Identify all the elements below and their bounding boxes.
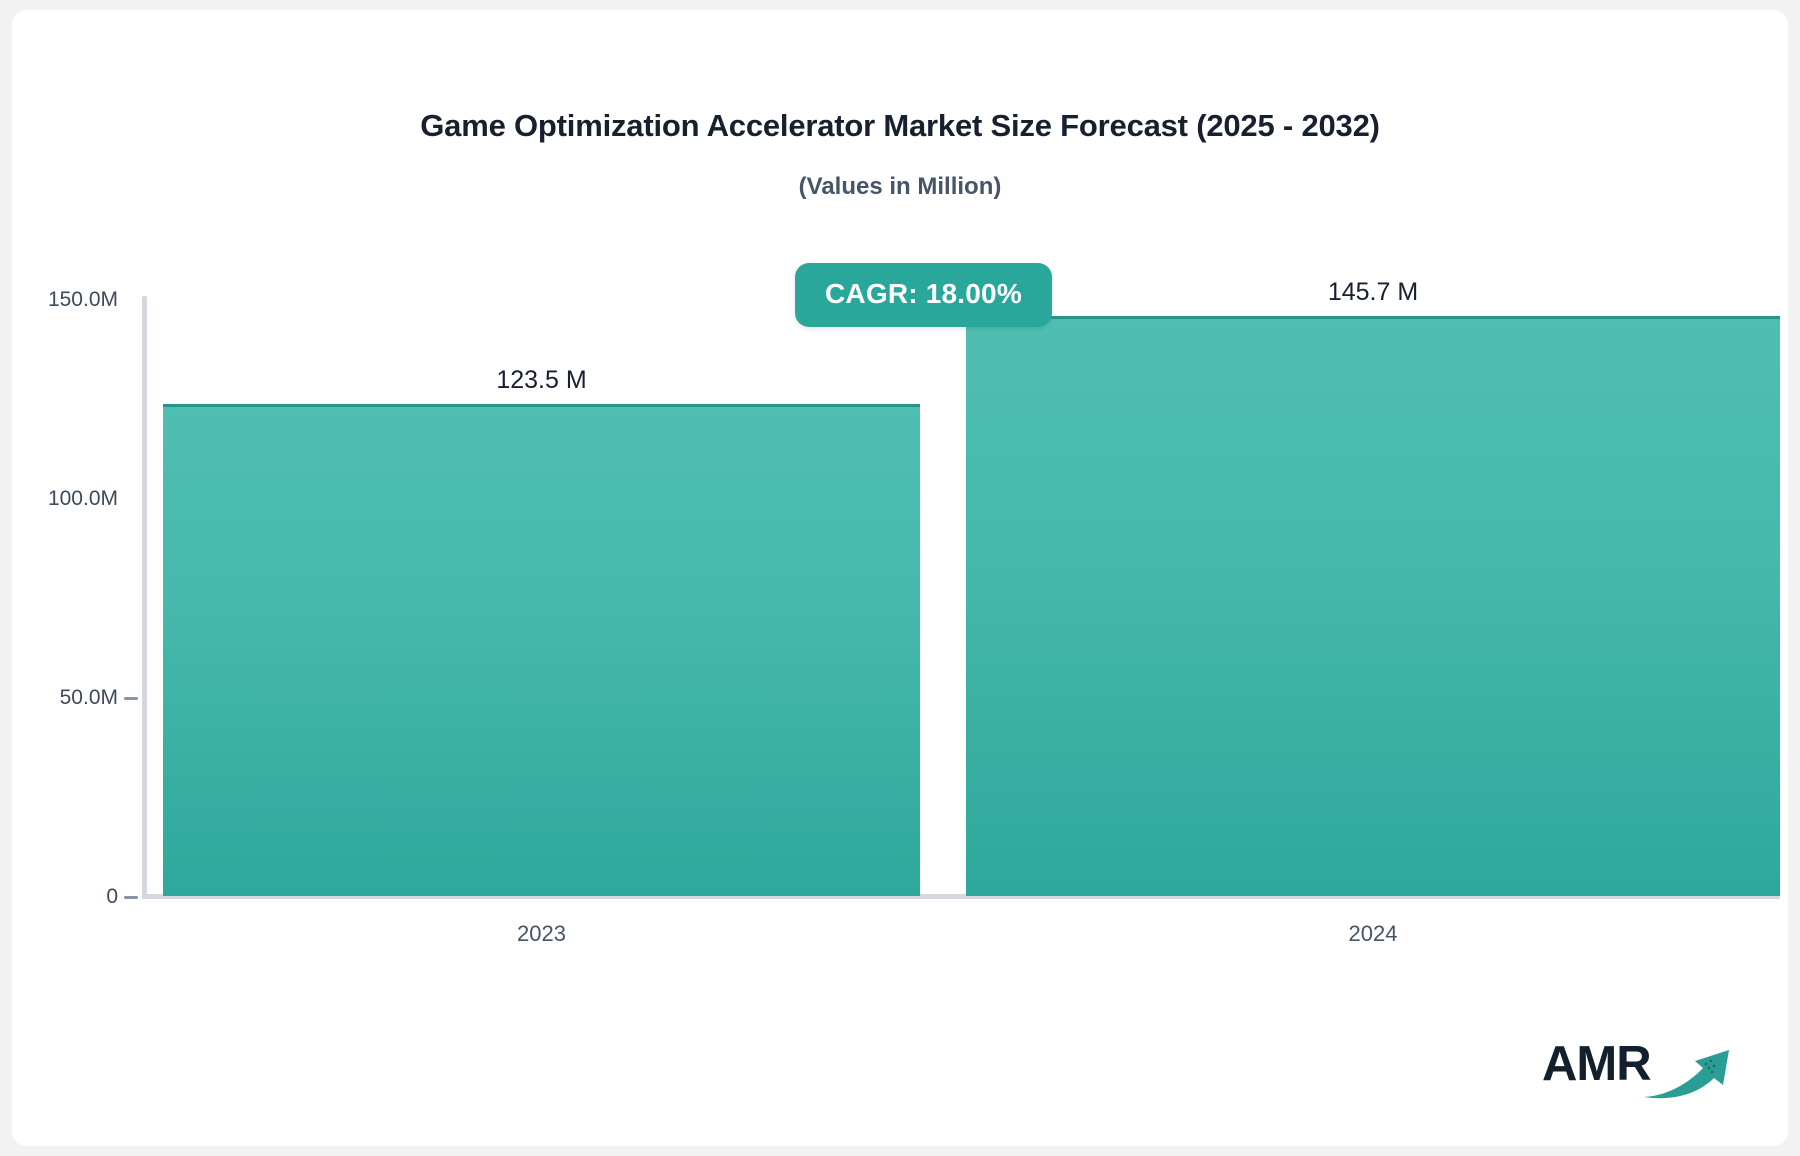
bar-value-2024: 145.7 M bbox=[1327, 278, 1419, 306]
x-axis-line bbox=[142, 894, 1780, 899]
bar-value-2023: 123.5 M bbox=[496, 366, 587, 394]
y-tick-label-0: 0 bbox=[106, 885, 118, 908]
y-axis-line bbox=[142, 296, 147, 898]
cagr-badge: CAGR: 18.00% bbox=[795, 263, 1052, 327]
logo-text: AMR bbox=[1542, 1037, 1652, 1091]
y-tick-mark-50m bbox=[124, 697, 138, 700]
chart-title: Game Optimization Accelerator Market Siz… bbox=[420, 108, 1380, 143]
bar-top-edge bbox=[966, 316, 1780, 319]
y-tick-mark-0 bbox=[124, 896, 138, 899]
plot-area: 150.0M 100.0M 50.0M 0 123.5 M 2023 145.7… bbox=[12, 10, 1788, 1146]
growth-arrow-icon bbox=[1644, 1050, 1729, 1099]
amr-logo: AMR bbox=[1542, 1030, 1732, 1108]
y-tick-label-150m: 150.0M bbox=[47, 288, 118, 311]
x-tick-label-2023: 2023 bbox=[517, 921, 566, 946]
bar-2023[interactable] bbox=[163, 404, 920, 896]
chart-subtitle: (Values in Million) bbox=[798, 173, 1002, 200]
chart-card: Game Optimization Accelerator Market Siz… bbox=[12, 10, 1788, 1146]
y-tick-label-100m: 100.0M bbox=[47, 487, 118, 510]
x-tick-label-2024: 2024 bbox=[1348, 921, 1398, 946]
y-tick-label-50m: 50.0M bbox=[59, 686, 118, 709]
bar-2024[interactable] bbox=[966, 316, 1780, 896]
bar-top-edge bbox=[163, 404, 920, 407]
